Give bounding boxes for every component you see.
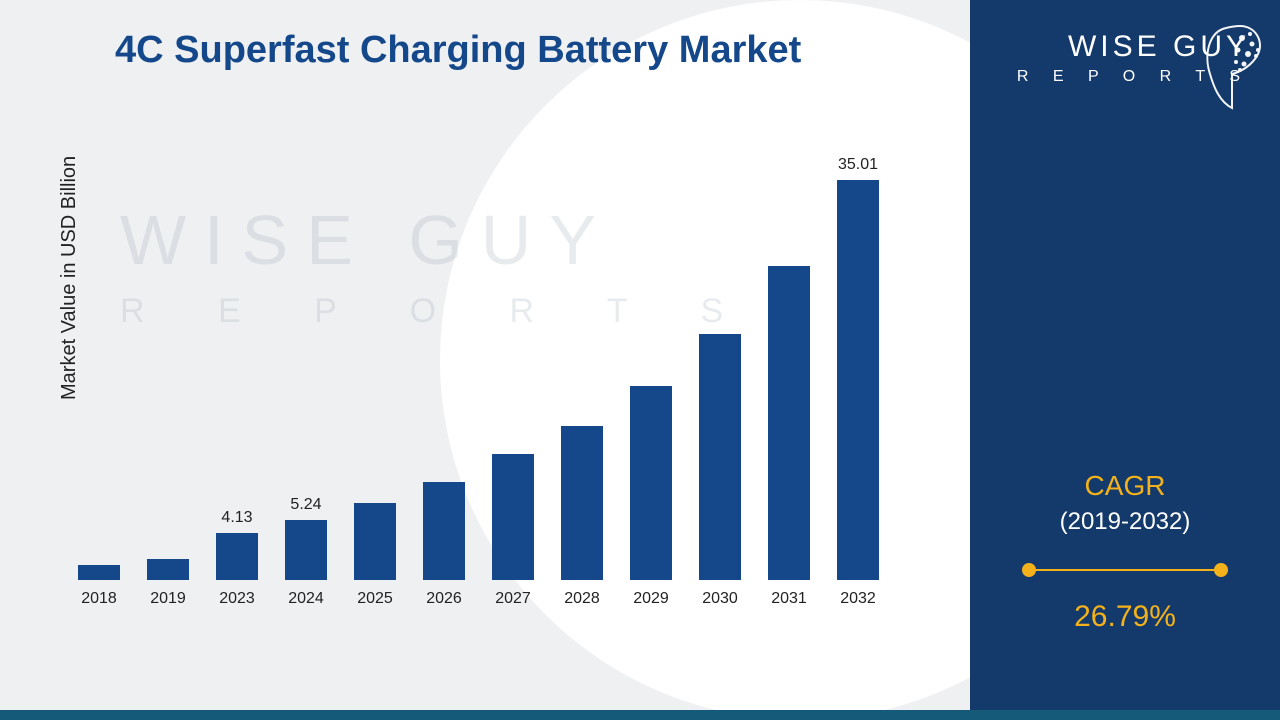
cagr-range: (2019-2032) [1000,508,1250,536]
x-tick-label: 2030 [702,590,738,608]
x-tick-label: 2019 [150,590,186,608]
x-tick-label: 2031 [771,590,807,608]
x-tick-label: 2024 [288,590,324,608]
cagr-title: CAGR [1000,470,1250,502]
brand-logo-icon [1202,22,1272,117]
x-tick-label: 2023 [219,590,255,608]
x-tick-label: 2026 [426,590,462,608]
cagr-value: 26.79% [1000,600,1250,634]
bar-value-label: 35.01 [838,156,878,174]
x-tick-label: 2029 [633,590,669,608]
chart-plot-area: 4.135.2435.01 [78,180,898,580]
bar [216,533,258,580]
bar [78,565,120,580]
cagr-divider [1000,560,1250,580]
bar-value-label: 4.13 [221,509,252,527]
bar-chart: 4.135.2435.01 20182019202320242025202620… [78,180,898,608]
bar [492,454,534,580]
x-tick-label: 2028 [564,590,600,608]
x-tick-label: 2025 [357,590,393,608]
bar [699,334,741,580]
bottom-strip [0,710,1280,720]
x-tick-label: 2027 [495,590,531,608]
bar [147,559,189,580]
bar [630,386,672,580]
stage: 4C Superfast Charging Battery Market WIS… [0,0,1280,720]
bar [423,482,465,580]
x-tick-label: 2032 [840,590,876,608]
bar [768,266,810,580]
bar [354,503,396,580]
bar-value-label: 5.24 [290,496,321,514]
page-title: 4C Superfast Charging Battery Market [115,28,801,74]
bar [285,520,327,580]
bar [561,426,603,580]
x-tick-label: 2018 [81,590,117,608]
cagr-box: CAGR (2019-2032) 26.79% [1000,470,1250,634]
bar [837,180,879,580]
